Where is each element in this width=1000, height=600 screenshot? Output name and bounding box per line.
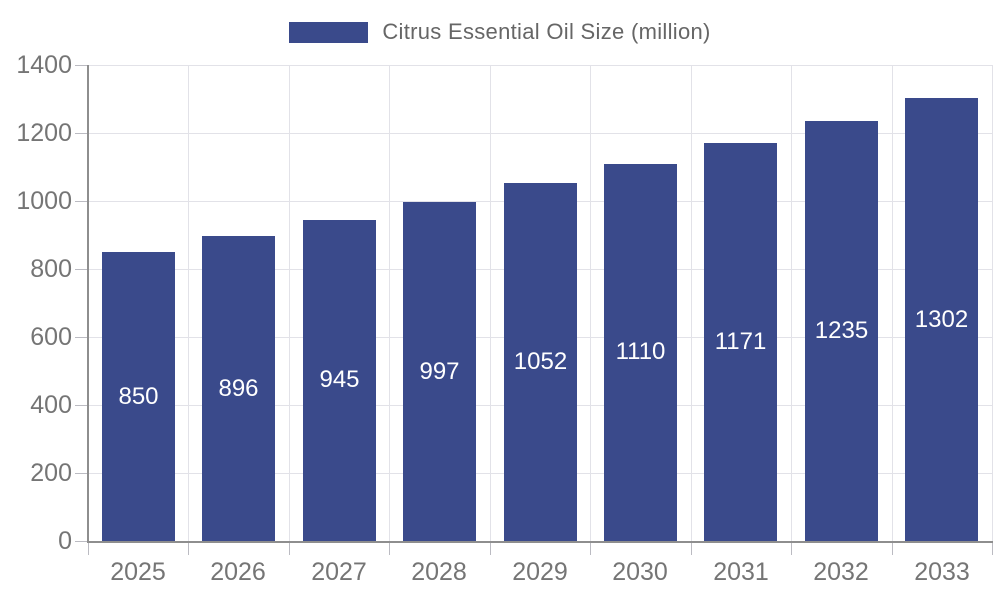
gridline [289,65,290,541]
x-axis-label: 2026 [210,558,266,586]
y-axis-label: 1000 [16,187,72,215]
y-axis-label: 1200 [16,119,72,147]
bar-2030[interactable] [604,164,677,541]
legend-swatch [289,21,369,43]
y-axis-label: 800 [30,255,72,283]
bar-value-label: 997 [419,358,460,385]
x-axis-label: 2030 [612,558,668,586]
bar-value-label: 1171 [714,328,767,355]
gridline [590,65,591,541]
x-axis-label: 2029 [512,558,568,586]
x-axis-tick [389,541,390,555]
gridline [389,65,390,541]
legend-item[interactable]: Citrus Essential Oil Size (million) [0,19,1000,45]
y-axis-tick [75,65,88,66]
bar-2033[interactable] [905,98,978,541]
y-axis-label: 200 [30,459,72,487]
x-axis-label: 2033 [914,558,970,586]
x-axis-label: 2032 [813,558,869,586]
y-axis-label: 400 [30,391,72,419]
x-axis-tick [88,541,89,555]
bar-2026[interactable] [202,236,275,541]
gridline [88,65,992,66]
bar-2031[interactable] [704,143,777,541]
x-axis-label: 2027 [311,558,367,586]
gridline [188,65,189,541]
y-axis-tick [75,337,88,338]
y-axis-tick [75,269,88,270]
y-axis-label: 1400 [16,51,72,79]
bar-value-label: 1110 [615,338,666,365]
x-axis-tick [490,541,491,555]
bar-value-label: 896 [218,375,259,402]
y-axis-line [87,65,89,543]
x-axis-tick [590,541,591,555]
y-axis-tick [75,133,88,134]
x-axis-line [87,541,993,543]
bar-2029[interactable] [504,183,577,541]
bar-value-label: 850 [118,383,159,410]
gridline [490,65,491,541]
gridline [791,65,792,541]
y-axis-label: 600 [30,323,72,351]
bar-2032[interactable] [805,121,878,541]
x-axis-tick [691,541,692,555]
bar-2027[interactable] [303,220,376,541]
x-axis-label: 2025 [110,558,166,586]
y-axis-label: 0 [58,527,72,555]
y-axis-tick [75,473,88,474]
gridline [691,65,692,541]
x-axis-label: 2028 [411,558,467,586]
y-axis-tick [75,201,88,202]
x-axis-tick [791,541,792,555]
bar-value-label: 1052 [513,348,568,375]
x-axis-tick [188,541,189,555]
x-axis-tick [289,541,290,555]
legend-label: Citrus Essential Oil Size (million) [382,19,711,44]
bar-value-label: 1235 [814,317,869,344]
x-axis-tick [992,541,993,555]
bar-value-label: 945 [319,366,360,393]
gridline [992,65,993,541]
bar-2025[interactable] [102,252,175,541]
bar-2028[interactable] [403,202,476,541]
gridline [892,65,893,541]
x-axis-tick [892,541,893,555]
y-axis-tick [75,405,88,406]
x-axis-label: 2031 [713,558,769,586]
y-axis-tick [75,541,88,542]
gridline [88,133,992,134]
bar-value-label: 1302 [914,306,969,333]
